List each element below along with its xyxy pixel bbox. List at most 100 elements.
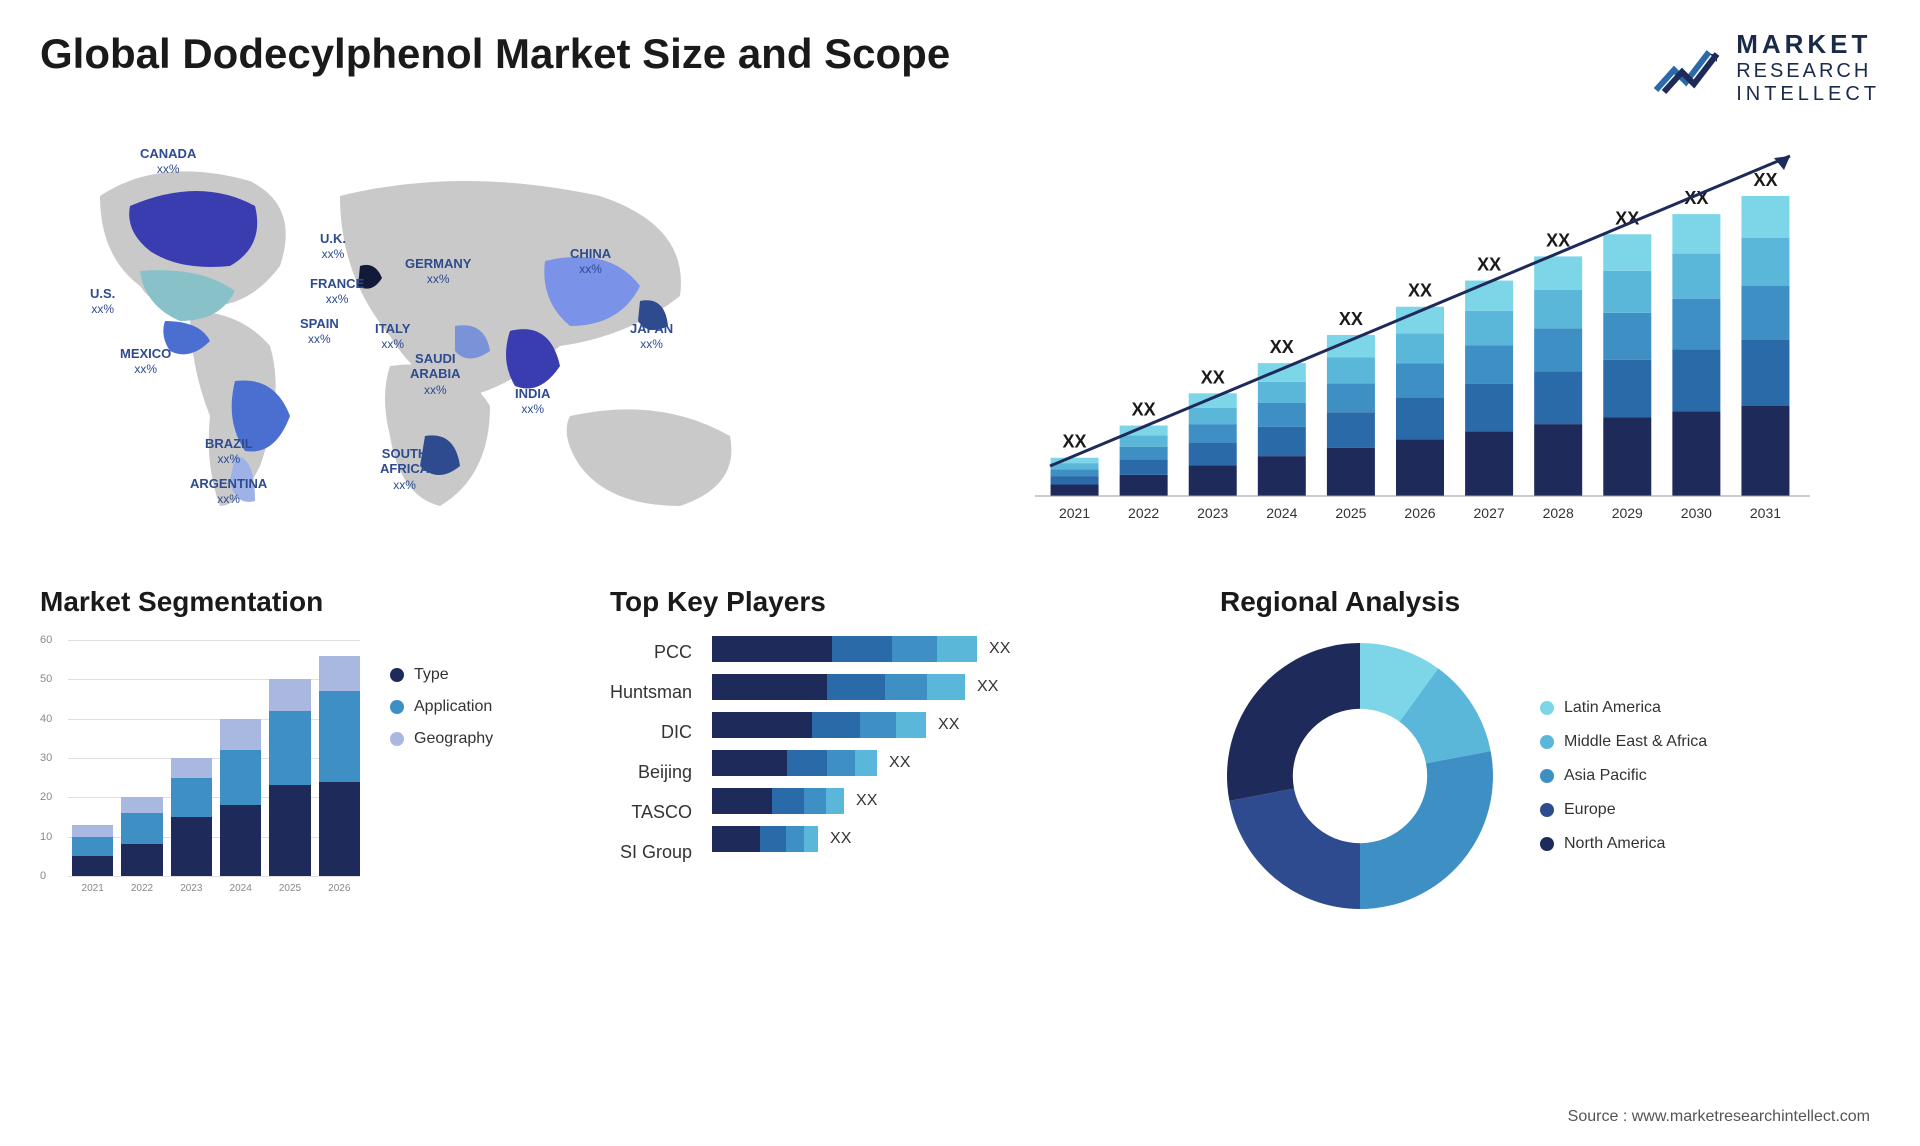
- seg-y-tick: 40: [40, 713, 52, 725]
- map-country-label: INDIAxx%: [515, 386, 550, 417]
- growth-bar-year: 2029: [1612, 505, 1643, 521]
- player-bar-segment: [712, 788, 772, 814]
- player-bar: [712, 788, 844, 814]
- growth-bar-segment: [1534, 371, 1582, 424]
- growth-bar-segment: [1465, 384, 1513, 431]
- player-bar-row: XX: [712, 674, 1190, 700]
- growth-bar-year: 2026: [1404, 505, 1435, 521]
- key-players-panel: Top Key Players PCCHuntsmanDICBeijingTAS…: [610, 586, 1190, 916]
- seg-bar-segment: [171, 817, 212, 876]
- map-country-label: GERMANYxx%: [405, 256, 471, 287]
- player-bar-row: XX: [712, 826, 1190, 852]
- map-country-label: BRAZILxx%: [205, 436, 253, 467]
- seg-y-tick: 60: [40, 634, 52, 646]
- player-bar-segment: [712, 750, 787, 776]
- seg-bar-segment: [269, 679, 310, 710]
- seg-x-label: 2026: [328, 883, 350, 894]
- player-value: XX: [856, 792, 877, 810]
- seg-legend-item: Geography: [390, 730, 493, 748]
- player-name: Beijing: [638, 760, 692, 786]
- growth-bar-segment: [1327, 383, 1375, 412]
- growth-bar-segment: [1672, 214, 1720, 253]
- seg-legend-item: Type: [390, 666, 493, 684]
- key-players-bars: XXXXXXXXXXXX: [712, 636, 1190, 866]
- map-country-label: JAPANxx%: [630, 321, 673, 352]
- segmentation-legend: Type Application Geography: [390, 636, 493, 896]
- seg-bar-segment: [319, 656, 360, 691]
- seg-bar-segment: [319, 691, 360, 781]
- growth-bar-segment: [1672, 299, 1720, 350]
- growth-bar-segment: [1603, 313, 1651, 360]
- growth-bar-segment: [1189, 424, 1237, 442]
- growth-bar-segment: [1741, 340, 1789, 406]
- seg-bar-column: 2025: [269, 679, 310, 876]
- legend-label: Middle East & Africa: [1564, 733, 1707, 751]
- seg-bar-segment: [319, 782, 360, 876]
- logo-mark-icon: [1654, 40, 1724, 95]
- growth-bar-value: XX: [1132, 399, 1156, 419]
- growth-bar-segment: [1603, 234, 1651, 271]
- growth-bar-segment: [1465, 345, 1513, 384]
- player-bar-segment: [786, 826, 804, 852]
- player-bar: [712, 712, 926, 738]
- seg-bar-segment: [121, 813, 162, 844]
- region-legend-item: Middle East & Africa: [1540, 733, 1707, 751]
- growth-bar-segment: [1258, 382, 1306, 403]
- growth-bar-value: XX: [1408, 281, 1432, 301]
- growth-bar-segment: [1741, 406, 1789, 496]
- seg-bar-segment: [72, 825, 113, 837]
- logo-text-2: RESEARCH: [1736, 60, 1880, 83]
- legend-swatch-icon: [1540, 735, 1554, 749]
- region-legend-item: North America: [1540, 835, 1707, 853]
- growth-bar-segment: [1327, 412, 1375, 447]
- growth-bar-value: XX: [1063, 432, 1087, 452]
- growth-bar-value: XX: [1270, 337, 1294, 357]
- player-bar-segment: [832, 636, 892, 662]
- seg-bar-segment: [220, 805, 261, 876]
- seg-bar-segment: [121, 844, 162, 875]
- seg-y-tick: 10: [40, 831, 52, 843]
- growth-bar-year: 2028: [1543, 505, 1574, 521]
- player-bar-segment: [896, 712, 926, 738]
- growth-bar-segment: [1396, 397, 1444, 439]
- growth-bar-value: XX: [1201, 367, 1225, 387]
- world-map-panel: CANADAxx%U.S.xx%MEXICOxx%BRAZILxx%ARGENT…: [40, 136, 980, 536]
- map-country-label: CANADAxx%: [140, 146, 196, 177]
- logo-text-3: INTELLECT: [1736, 83, 1880, 106]
- growth-bar-segment: [1120, 475, 1168, 496]
- growth-bar-value: XX: [1477, 254, 1501, 274]
- seg-bar-column: 2024: [220, 719, 261, 876]
- growth-bar-segment: [1051, 484, 1099, 495]
- growth-bar-segment: [1603, 360, 1651, 418]
- legend-swatch-icon: [1540, 769, 1554, 783]
- map-country-label: ITALYxx%: [375, 321, 410, 352]
- player-name: SI Group: [620, 840, 692, 866]
- brand-logo: MARKET RESEARCH INTELLECT: [1654, 30, 1880, 106]
- player-bar-segment: [804, 826, 818, 852]
- growth-bar-segment: [1258, 456, 1306, 496]
- growth-bar-segment: [1120, 447, 1168, 460]
- player-bar-segment: [712, 674, 827, 700]
- seg-x-label: 2023: [180, 883, 202, 894]
- player-bar-segment: [712, 712, 812, 738]
- growth-bar-year: 2025: [1335, 505, 1366, 521]
- player-bar-segment: [812, 712, 860, 738]
- player-bar-segment: [760, 826, 786, 852]
- player-bar: [712, 826, 818, 852]
- growth-bar-segment: [1396, 439, 1444, 496]
- page-title: Global Dodecylphenol Market Size and Sco…: [40, 30, 950, 78]
- legend-label: Geography: [414, 730, 493, 748]
- segmentation-chart: 0102030405060202120222023202420252026: [40, 636, 360, 896]
- seg-bar-column: 2022: [121, 797, 162, 876]
- growth-bar-segment: [1189, 465, 1237, 496]
- legend-label: Asia Pacific: [1564, 767, 1647, 785]
- regional-donut-chart: [1220, 636, 1500, 916]
- player-bar-segment: [860, 712, 896, 738]
- growth-bar-segment: [1534, 424, 1582, 496]
- region-legend-item: Latin America: [1540, 699, 1707, 717]
- growth-bar-year: 2027: [1474, 505, 1505, 521]
- player-value: XX: [989, 640, 1010, 658]
- growth-bar-segment: [1465, 311, 1513, 345]
- seg-legend-item: Application: [390, 698, 493, 716]
- player-name: PCC: [654, 640, 692, 666]
